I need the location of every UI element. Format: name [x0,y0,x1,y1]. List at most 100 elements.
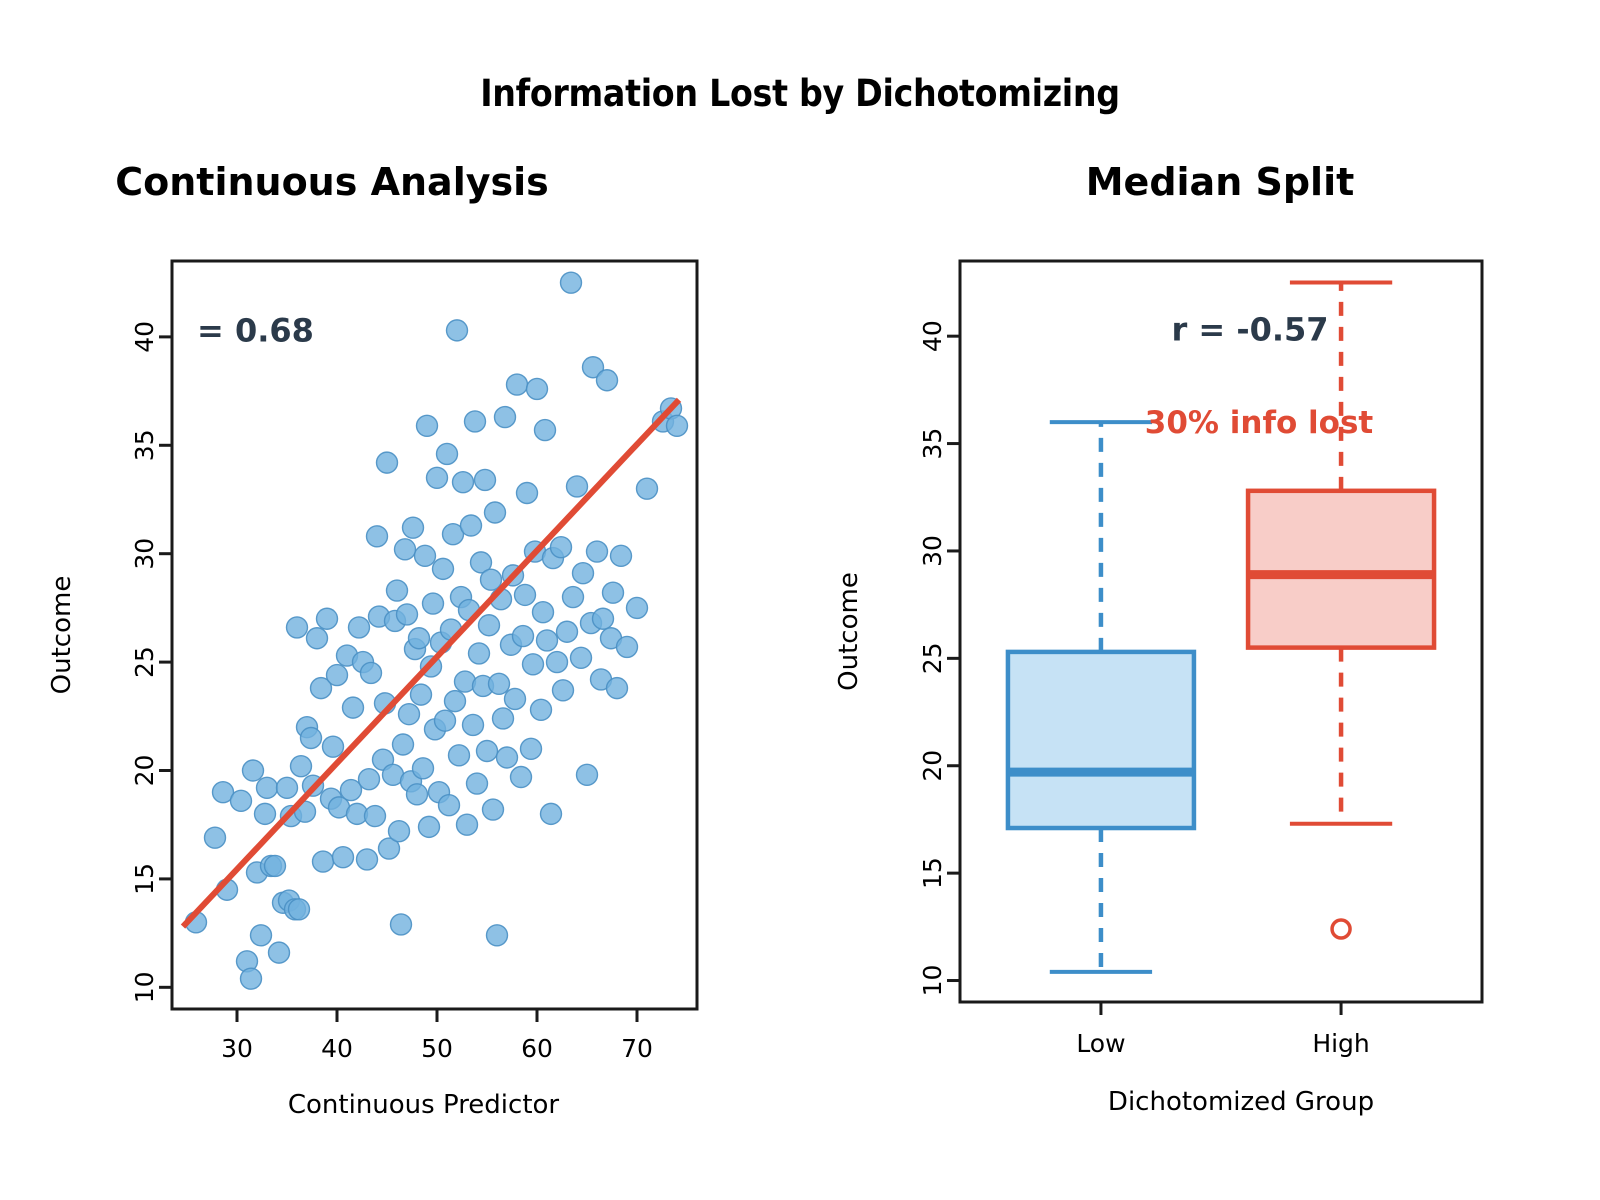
scatter-point [437,794,461,817]
scatter-point [355,848,379,871]
scatter-point [253,802,277,826]
y-tick-label: 25 [130,646,159,678]
x-tick-label: 40 [321,1034,353,1063]
scatter-point [411,757,435,780]
scatter-point [363,804,387,828]
scatter-point [395,603,419,626]
scatter-point [503,687,527,711]
scatter-point [609,544,633,568]
scatter-point [505,373,529,396]
scatter-point [601,581,625,604]
x-tick-label: 60 [521,1034,553,1063]
scatter-point [365,525,389,548]
y-tick-label: 10 [918,965,947,997]
scatter-point [459,514,483,537]
scatter-point [407,627,431,650]
scatter-point [401,516,425,539]
info-lost-annotation: 30% info lost [1145,405,1374,441]
scatter-point [469,551,493,574]
panel-title-continuous: Continuous Analysis [115,160,549,204]
scatter-point [321,735,345,758]
scatter-point [203,826,227,849]
scatter-point [433,709,457,732]
scatter-point [483,501,507,524]
plot-frame [958,259,1484,1004]
scatter-point [435,442,459,466]
scatter-point [475,739,499,763]
scatter-plot: 30 40 50 60 70 10 15 20 25 30 35 40 Continuous Predi… [47,259,699,1120]
scatter-point [267,941,291,964]
scatter-point [431,557,455,581]
scatter-point [513,583,537,607]
panel-continuous-analysis: Continuous Analysis 30 40 50 60 70 10 15 20 25 30… [47,160,699,1120]
scatter-point [585,540,609,563]
scatter-point [443,689,467,713]
scatter-point [405,783,429,806]
scatter-point [531,601,555,624]
scatter-point [569,646,593,669]
y-tick-label: 40 [130,321,159,353]
scatter-point [239,967,263,990]
scatter-point [551,679,575,702]
scatter-point [311,850,335,873]
scatter-point [241,759,265,782]
scatter-point [625,596,649,620]
scatter-point [465,772,489,795]
scatter-point [377,837,401,860]
scatter-point [545,650,569,674]
scatter-point [529,698,553,721]
panel-median-split: Median Split 10 15 20 25 30 35 40 Low High Dichot… [800,0,1600,1200]
scatter-point [229,789,253,813]
figure-title: Information Lost by Dichotomizing [480,72,1120,115]
scatter-point [341,696,365,719]
scatter-point [487,672,511,695]
scatter-point [571,562,595,585]
y-tick-label: 35 [130,429,159,461]
scatter-point [521,653,545,676]
scatter-point [491,707,515,730]
y-tick-label: 20 [918,750,947,782]
scatter-point [397,702,421,726]
scatter-point [315,607,339,630]
scatter-point [565,475,589,498]
scatter-point [389,913,413,936]
scatter-point [331,846,355,869]
scatter-point [559,271,583,294]
scatter-point [249,924,273,947]
x-axis-title: Continuous Predictor [288,1090,560,1120]
scatter-point [493,405,517,429]
scatter-point [485,924,509,947]
scatter-point [415,414,439,437]
category-label-low: Low [1076,1029,1125,1058]
scatter-point [211,780,235,804]
scatter-point [421,592,445,615]
scatter-point [665,414,689,437]
scatter-point [305,627,329,650]
scatter-point [581,356,605,379]
scatter-point [533,418,557,442]
scatter-point [635,477,659,500]
scatter-point [595,369,619,392]
scatter-point [263,854,287,878]
scatter-point [591,607,615,630]
y-tick-label: 30 [918,535,947,567]
scatter-point [287,898,311,921]
y-tick-label: 25 [918,642,947,674]
scatter-point [535,629,559,652]
boxplot-high [1245,280,1437,940]
scatter-point [409,683,433,706]
scatter-point [495,746,519,769]
scatter-point [275,776,299,800]
scatter-point [549,535,573,559]
scatter-point [455,813,479,836]
y-tick-label: 35 [918,428,947,460]
scatter-point [359,661,383,685]
scatter-point [467,642,491,665]
scatter-point [555,620,579,643]
category-label-high: High [1312,1029,1369,1058]
scatter-point [285,616,309,639]
y-tick-label: 10 [130,971,159,1003]
x-axis-title: Dichotomized Group [1108,1087,1374,1117]
scatter-point [445,319,469,342]
